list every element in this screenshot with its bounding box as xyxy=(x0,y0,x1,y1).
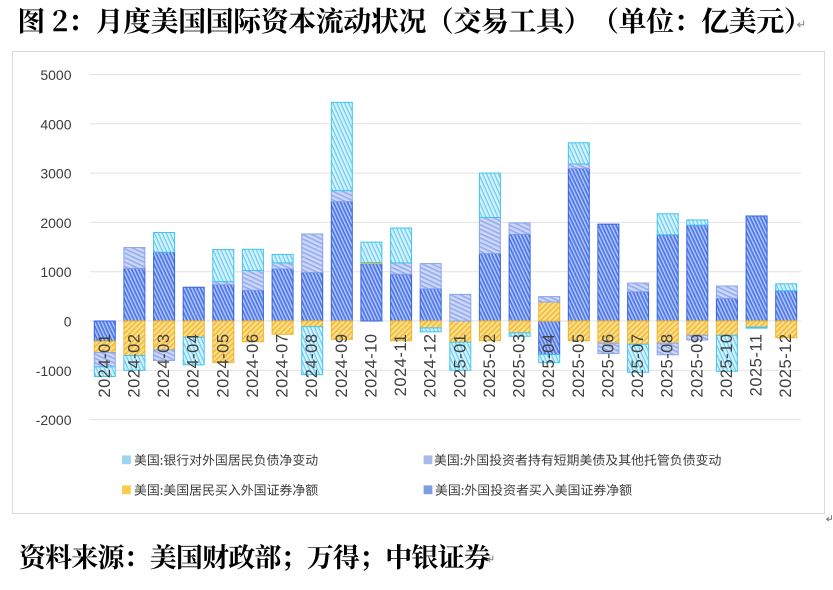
svg-text:3000: 3000 xyxy=(40,166,71,182)
svg-text:2025-07: 2025-07 xyxy=(629,334,647,398)
svg-text:0: 0 xyxy=(64,314,72,330)
svg-text:2024-06: 2024-06 xyxy=(244,334,262,398)
svg-text:2025-06: 2025-06 xyxy=(599,334,617,398)
svg-text:2024-11: 2024-11 xyxy=(392,334,410,397)
svg-text:2025-12: 2025-12 xyxy=(777,334,795,398)
svg-text:2025-03: 2025-03 xyxy=(511,334,529,398)
svg-text:2025-08: 2025-08 xyxy=(659,334,677,398)
svg-text:2024-01: 2024-01 xyxy=(96,334,114,398)
svg-text:-2000: -2000 xyxy=(36,412,72,428)
svg-text:-1000: -1000 xyxy=(36,363,72,379)
svg-text:2024-12: 2024-12 xyxy=(422,334,440,398)
svg-text:2025-10: 2025-10 xyxy=(718,334,736,398)
svg-text:2024-04: 2024-04 xyxy=(185,334,203,398)
svg-text:2024-08: 2024-08 xyxy=(303,334,321,398)
svg-text:2000: 2000 xyxy=(40,215,71,231)
svg-text:2024-07: 2024-07 xyxy=(274,334,292,398)
svg-text:2024-10: 2024-10 xyxy=(362,334,380,398)
svg-text:1000: 1000 xyxy=(40,264,71,280)
svg-text:2025-04: 2025-04 xyxy=(540,334,558,398)
svg-text:2025-02: 2025-02 xyxy=(481,334,499,398)
svg-text:2025-05: 2025-05 xyxy=(570,334,588,398)
svg-text:2025-11: 2025-11 xyxy=(748,334,766,397)
svg-text:4000: 4000 xyxy=(40,116,71,132)
svg-text:5000: 5000 xyxy=(40,67,71,83)
svg-text:2025-09: 2025-09 xyxy=(688,334,706,398)
svg-text:2025-01: 2025-01 xyxy=(451,334,469,398)
svg-text:2024-09: 2024-09 xyxy=(333,334,351,398)
svg-text:2024-05: 2024-05 xyxy=(214,334,232,398)
svg-text:2024-03: 2024-03 xyxy=(155,334,173,398)
svg-text:2024-02: 2024-02 xyxy=(125,334,143,398)
